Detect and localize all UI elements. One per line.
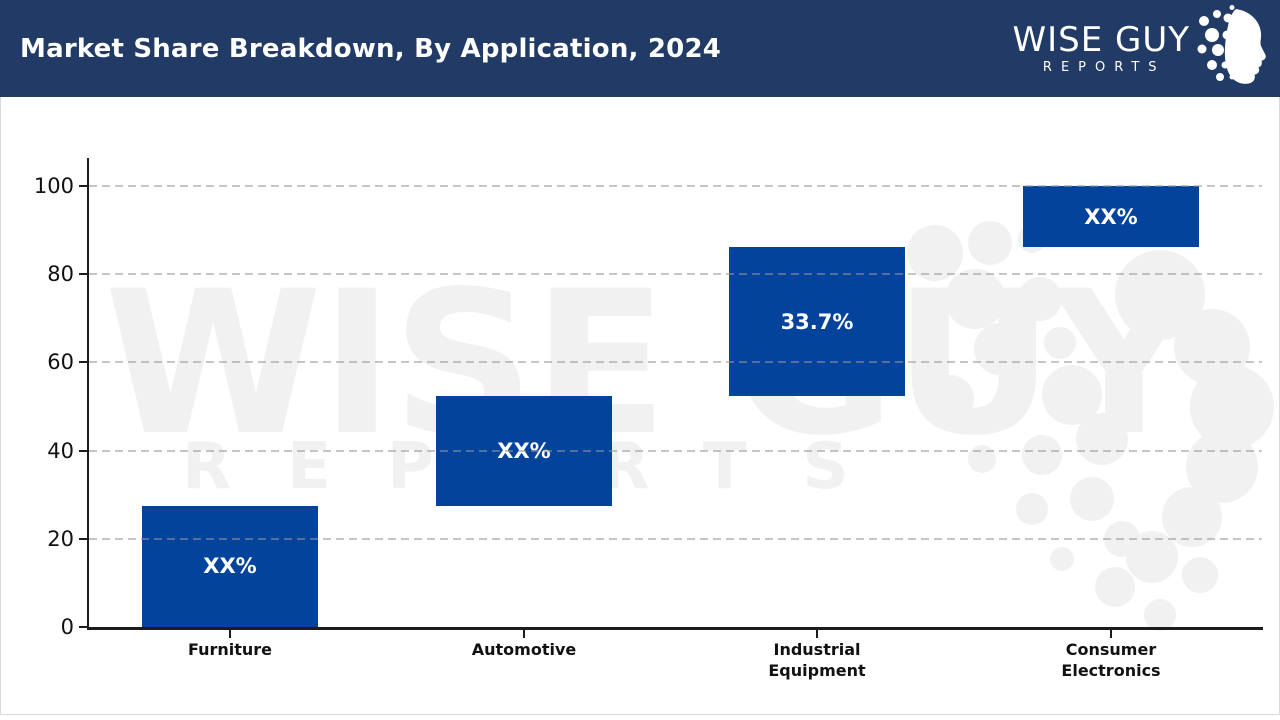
y-tick-label-40: 40 [47, 438, 74, 463]
gridline-20 [89, 537, 1262, 540]
bar-label-consumer-electronics: XX% [1084, 204, 1138, 229]
x-tick-furniture [229, 630, 231, 638]
y-tick-label-80: 80 [47, 262, 74, 287]
bar-consumer-electronics: XX% [1023, 186, 1199, 248]
y-tick-label-20: 20 [47, 526, 74, 551]
y-tick-100 [79, 185, 87, 187]
y-tick-20 [79, 537, 87, 540]
x-axis-line [87, 627, 1263, 630]
x-axis-label-consumer-electronics: Consumer Electronics [1061, 640, 1161, 680]
y-tick-60 [79, 361, 87, 364]
y-tick-label-0: 0 [60, 615, 74, 639]
watermark-dotted-head-icon [907, 221, 1274, 631]
y-axis-line [87, 158, 89, 629]
x-tick-consumer-electronics [1110, 630, 1112, 638]
x-axis-label-industrial-equipment: Industrial Equipment [768, 640, 866, 680]
chart-title: Market Share Breakdown, By Application, … [20, 33, 722, 64]
logo-wordmark: WISE GUY REPORTS [1012, 19, 1190, 76]
bar-furniture: XX% [142, 505, 318, 627]
bar-label-furniture: XX% [203, 554, 257, 579]
bar-label-industrial-equipment: 33.7% [780, 309, 854, 334]
dotted-head-profile-icon [1197, 5, 1266, 84]
gridline-100 [89, 185, 1262, 187]
gridline-60 [89, 361, 1262, 364]
logo-line2: REPORTS [1042, 60, 1166, 76]
header-bar: Market Share Breakdown, By Application, … [0, 0, 1280, 97]
y-tick-label-60: 60 [47, 350, 74, 375]
wise-guy-reports-logo: WISE GUY REPORTS [1012, 4, 1266, 94]
x-tick-automotive [523, 630, 525, 638]
gridline-80 [89, 273, 1262, 276]
gridline-40 [89, 449, 1262, 452]
bar-industrial-equipment: 33.7% [729, 247, 905, 396]
y-tick-40 [79, 449, 87, 452]
x-axis-label-automotive: Automotive [471, 640, 577, 659]
y-tick-0 [79, 626, 87, 628]
logo-line1: WISE GUY [1012, 19, 1190, 60]
y-tick-label-100: 100 [33, 174, 74, 198]
x-axis-label-furniture: Furniture [187, 640, 273, 659]
x-tick-industrial-equipment [816, 630, 818, 638]
y-tick-80 [79, 273, 87, 276]
